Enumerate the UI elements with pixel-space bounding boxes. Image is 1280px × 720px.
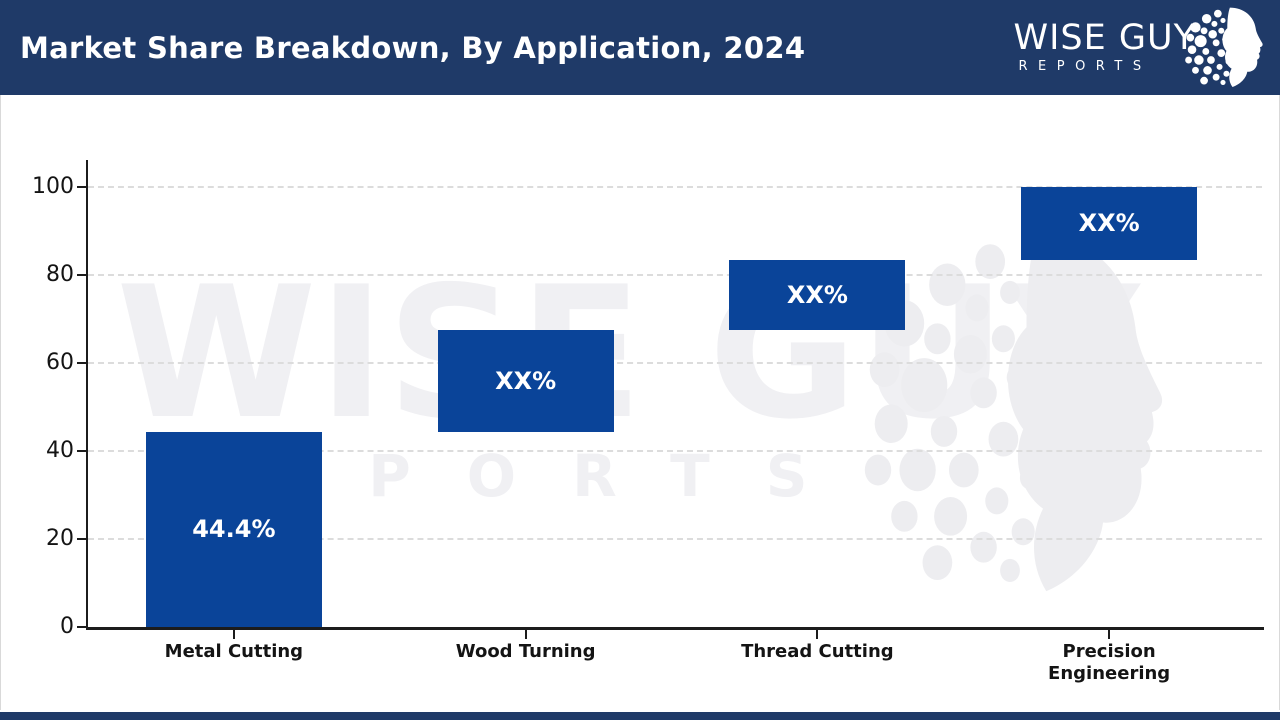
header-bar: Market Share Breakdown, By Application, …: [0, 0, 1280, 95]
y-tick-label: 20: [46, 526, 74, 551]
gridline-20: [88, 538, 1262, 540]
page-title: Market Share Breakdown, By Application, …: [20, 30, 806, 65]
brand-logo: WISE GUY REPORTS: [1013, 5, 1266, 91]
y-tick-mark: [77, 362, 86, 364]
y-tick-mark: [77, 626, 86, 628]
bar-metal-cutting: [145, 431, 322, 627]
footer-bar: [0, 712, 1280, 720]
bar-value-label: XX%: [495, 366, 557, 395]
y-tick-mark: [77, 450, 86, 452]
y-tick-mark: [77, 538, 86, 540]
gridline-80: [88, 274, 1262, 276]
x-tick-label: Precision Engineering: [1048, 641, 1171, 684]
chart-canvas: WISE GUY REPORTS 0 20 40 60 80 100 44.4% Metal …: [0, 95, 1280, 712]
bar-wood-turning: [437, 330, 614, 432]
bar-value-label: 44.4%: [192, 515, 276, 544]
y-tick-label: 60: [46, 350, 74, 375]
x-tick-label: Wood Turning: [455, 641, 596, 662]
x-tick-label: Metal Cutting: [164, 641, 304, 662]
logo-brand-text: WISE GUY: [1013, 18, 1196, 58]
gridline-100: [88, 186, 1262, 188]
x-tick-mark: [816, 630, 819, 639]
logo-sub-text: REPORTS: [1018, 59, 1152, 74]
x-tick-mark: [524, 630, 527, 639]
x-tick-mark: [232, 630, 235, 639]
y-tick-label: 40: [46, 438, 74, 463]
x-tick-label: Thread Cutting: [741, 641, 894, 662]
x-axis-line: [86, 627, 1264, 630]
gridline-60: [88, 362, 1262, 364]
dotted-head-logo-icon: [1185, 7, 1263, 87]
y-tick-mark: [77, 274, 86, 276]
gridline-40: [88, 450, 1262, 452]
bar-value-label: XX%: [1078, 209, 1140, 238]
y-tick-label: 80: [46, 262, 74, 287]
y-tick-mark: [77, 186, 86, 188]
y-tick-label: 100: [32, 174, 74, 199]
y-axis-line: [86, 160, 88, 629]
bar-value-label: XX%: [786, 280, 848, 309]
x-tick-mark: [1108, 630, 1111, 639]
y-tick-label: 0: [60, 614, 74, 639]
plot-area: 0 20 40 60 80 100 44.4% Metal Cutting XX% Wood Tu…: [32, 160, 1264, 684]
